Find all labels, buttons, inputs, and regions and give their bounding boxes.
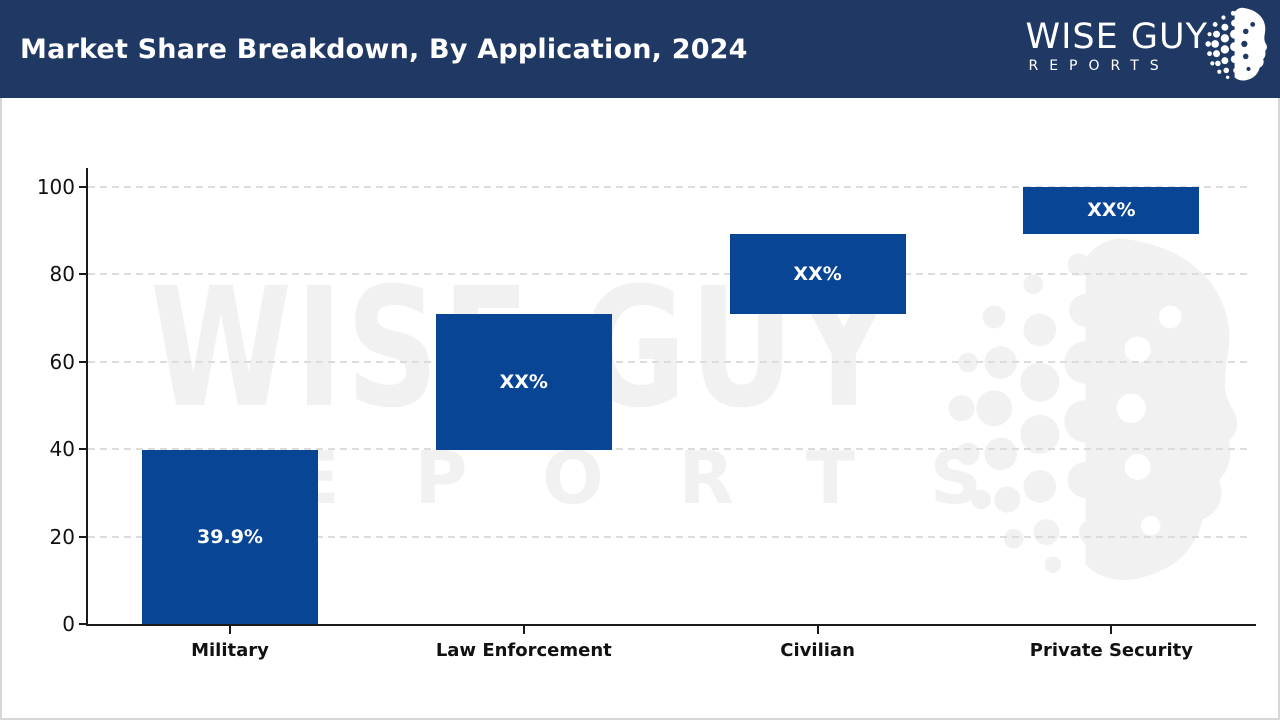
gridline-y-20 [88, 535, 1250, 538]
y-tick-label-0: 0 [62, 612, 75, 636]
y-axis-tick-20 [79, 535, 87, 538]
bar-civilian [729, 233, 906, 314]
page-title: Market Share Breakdown, By Application, … [20, 33, 748, 65]
dotted-head-icon [1204, 6, 1268, 86]
gridline-y-60 [88, 360, 1250, 363]
watermark-head-icon [942, 236, 1242, 600]
header: Market Share Breakdown, By Application, … [0, 0, 1280, 98]
gridline-y-40 [88, 448, 1250, 451]
y-axis-tick-40 [79, 448, 87, 451]
bar-law-enforcement [435, 313, 612, 450]
gridline-y-80 [88, 273, 1250, 276]
x-axis-tick-private-security [1110, 626, 1113, 634]
y-tick-label-20: 20 [49, 524, 75, 549]
gridline-y-100 [88, 186, 1250, 188]
x-category-label-civilian: Civilian [780, 640, 855, 661]
page-border-right [1278, 98, 1280, 720]
x-axis-tick-civilian [816, 626, 819, 634]
wise-guy-reports-logo: WISE GUY REPORTS [1025, 6, 1268, 86]
bar-value-label-law-enforcement: XX% [499, 370, 548, 393]
x-category-label-law-enforcement: Law Enforcement [435, 640, 612, 661]
y-axis-tick-100 [79, 186, 87, 188]
y-axis-tick-0 [79, 623, 87, 625]
logo-wordmark: WISE GUY [1025, 17, 1208, 57]
bar-military [142, 449, 318, 624]
page-border-bottom [0, 718, 1280, 720]
y-tick-label-100: 100 [36, 175, 75, 199]
bar-value-label-private-security: XX% [1087, 199, 1136, 222]
y-tick-label-40: 40 [49, 437, 75, 462]
y-tick-label-60: 60 [49, 349, 75, 374]
x-category-label-military: Military [191, 640, 269, 661]
y-axis-tick-80 [79, 273, 87, 276]
logo-subtitle: REPORTS [1028, 58, 1170, 74]
y-axis-tick-60 [79, 360, 87, 363]
x-axis-tick-law-enforcement [522, 626, 525, 634]
x-category-label-private-security: Private Security [1029, 640, 1194, 661]
bar-value-label-military: 39.9% [197, 525, 263, 548]
x-axis-tick-military [229, 626, 231, 634]
logo-text: WISE GUY REPORTS [1025, 17, 1208, 75]
bar-private-security [1023, 187, 1200, 234]
bar-value-label-civilian: XX% [793, 262, 842, 285]
x-axis-line [86, 624, 1256, 626]
y-axis-line [86, 168, 88, 626]
y-tick-label-80: 80 [49, 262, 75, 287]
page-border-left [0, 98, 2, 720]
